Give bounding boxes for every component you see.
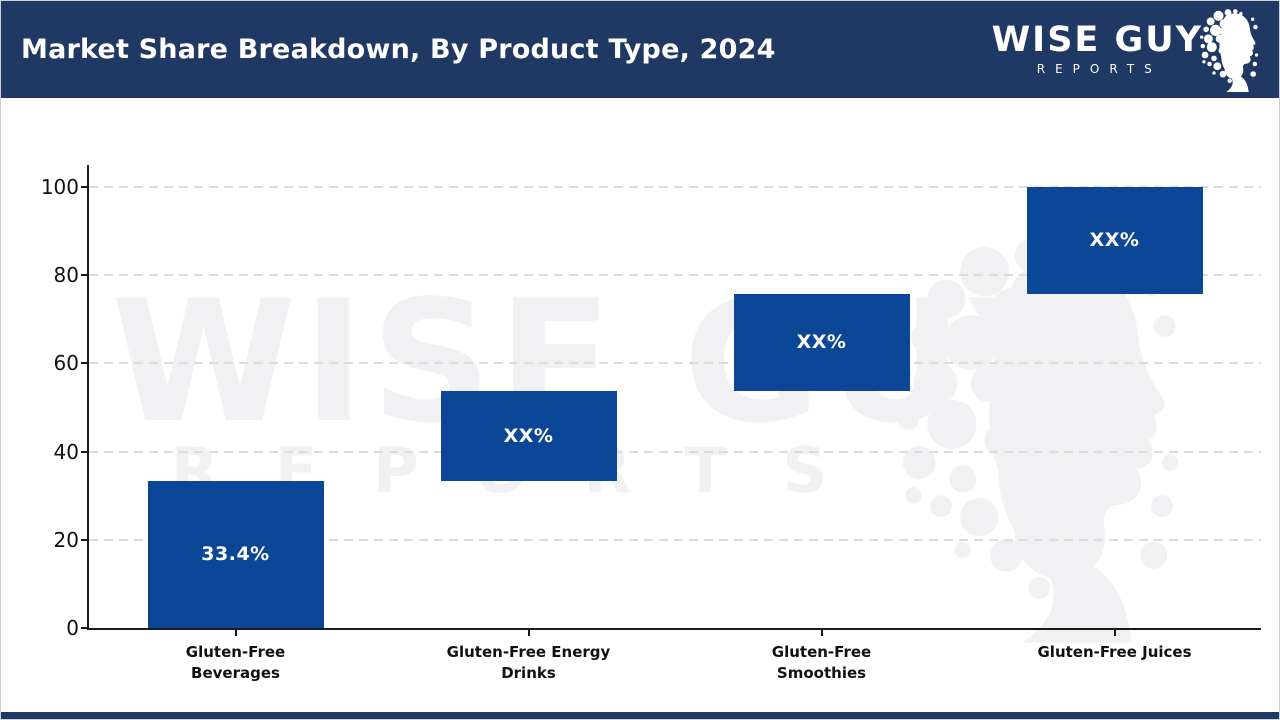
x-category-label: Gluten-Free Smoothies [771,643,872,682]
y-tick-label: 80 [53,263,79,288]
gridline [89,186,1261,188]
bar-segment: XX% [1026,187,1203,294]
y-tick-label: 20 [53,527,79,552]
x-tick-mark [234,630,237,636]
y-tick-mark [81,362,87,365]
y-tick-mark [81,538,87,541]
y-tick-label: 100 [40,175,79,199]
bar-segment: XX% [733,293,910,391]
plot-area: 0 20 40 60 80 100 33.4% Gluten-Free Beverages XX%… [41,165,1261,682]
x-tick-mark [1113,630,1116,636]
y-tick-mark [81,450,87,453]
bar-value-label: XX% [1089,229,1140,252]
x-tick-mark [820,630,823,636]
footer-bar [1,712,1279,719]
bar-value-label: XX% [796,331,847,354]
brand-logo: WISE GUY REPORTS [992,8,1267,92]
y-tick-label: 0 [66,616,79,640]
y-tick-label: 60 [53,351,79,376]
gridline [89,362,1261,365]
header-bar: Market Share Breakdown, By Product Type,… [1,1,1279,98]
y-tick-mark [81,274,87,277]
y-tick-mark [81,627,87,629]
x-category-label: Gluten-Free Beverages [185,643,286,682]
bar-segment: XX% [440,390,617,481]
brand-name: WISE GUY [991,20,1203,60]
page-title: Market Share Breakdown, By Product Type,… [21,34,776,65]
bar-value-label: 33.4% [201,543,270,566]
x-axis-line [87,628,1261,630]
gridline [89,274,1261,277]
bar-segment: 33.4% [147,480,324,628]
x-tick-mark [527,630,530,636]
y-tick-label: 40 [53,439,79,464]
y-tick-mark [81,186,87,188]
dotted-face-icon [1200,8,1259,92]
gridline [89,538,1261,541]
brand-logo-text: WISE GUY REPORTS [991,20,1203,77]
gridline [89,450,1261,453]
brand-subtitle: REPORTS [1036,62,1162,76]
bar-value-label: XX% [503,424,554,447]
x-category-label: Gluten-Free Energy Drinks [446,643,611,682]
x-category-label: Gluten-Free Juices [1037,643,1192,661]
y-axis-line [87,165,89,630]
chart-area: WISE GUY REPORTS 02040608010033.4%Gluten… [1,98,1279,714]
